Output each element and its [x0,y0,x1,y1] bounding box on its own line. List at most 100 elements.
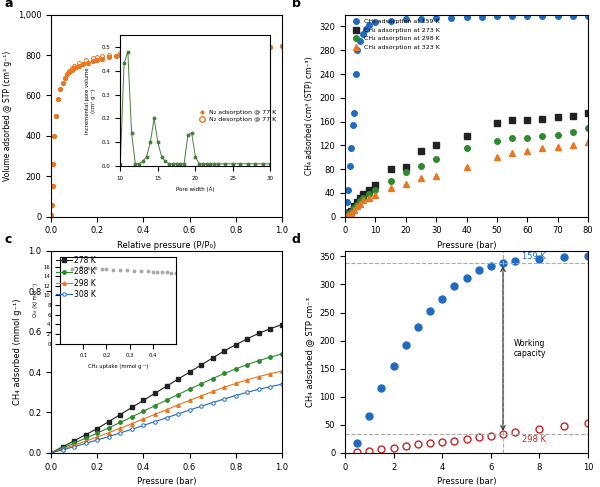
CH₄ adsorption at 159 K [350,110,358,115]
278 K [175,376,182,382]
Line: 278 K: 278 K [49,323,284,455]
308 K [59,447,66,453]
CH₄ adsorption at 159 K [418,16,425,22]
298 K [267,371,274,376]
298 K [94,434,101,440]
298 K [151,412,158,417]
CH₄ adsorption at 323 K [344,212,352,218]
Legend: CH₄ adsorption at 159 K, CH₄ adsorption at 273 K, CH₄ adsorption at 298 K, CH₄ a: CH₄ adsorption at 159 K, CH₄ adsorption … [348,18,441,51]
308 K [71,444,78,450]
298 K [197,393,205,399]
CH₄ adsorption at 273 K [344,211,352,217]
CH₄ adsorption at 273 K [356,195,364,201]
CH₄ adsorption at 159 K [344,199,351,205]
CH₄ adsorption at 298 K [524,135,531,141]
278 K [128,405,136,411]
CH₄ adsorption at 273 K [554,114,561,120]
Text: 298 K: 298 K [523,435,547,444]
CH₄ adsorption at 298 K [418,163,425,169]
278 K [47,450,55,456]
CH₄ adsorption at 159 K [508,14,515,19]
CH₄ adsorption at 298 K [356,198,364,204]
Text: d: d [292,233,301,246]
288 K [117,419,124,425]
288 K [140,409,147,414]
278 K [151,391,158,396]
CH₄ adsorption at 159 K [463,14,470,20]
308 K [197,403,205,409]
CH₄ adsorption at 323 K [493,154,500,160]
CH₄ adsorption at 298 K [359,195,367,201]
CH₄ adsorption at 159 K [554,14,561,19]
CH₄ adsorption at 159 K [343,213,350,219]
CH₄ adsorption at 323 K [366,195,373,201]
298 K [128,421,136,427]
278 K [278,321,286,327]
X-axis label: Pressure (bar): Pressure (bar) [437,241,496,250]
CH₄ adsorption at 298 K [344,211,352,217]
CH₄ adsorption at 159 K [448,15,455,20]
CH₄ adsorption at 273 K [524,117,531,123]
CH₄ adsorption at 323 K [433,173,440,179]
298 K [82,438,89,444]
CH₄ adsorption at 323 K [356,201,364,206]
Line: CH₄ adsorption at 298 K: CH₄ adsorption at 298 K [344,125,591,219]
CH₄ adsorption at 323 K [584,139,592,145]
CH₄ adsorption at 273 K [493,120,500,126]
CH₄ adsorption at 323 K [343,213,350,219]
298 K [47,450,55,456]
Y-axis label: CH₄ adsorbed @ STP cm⁻³: CH₄ adsorbed @ STP cm⁻³ [305,297,314,407]
288 K [209,375,216,381]
CH₄ adsorption at 323 K [359,197,367,203]
CH₄ adsorption at 323 K [402,181,409,187]
278 K [163,383,170,389]
CH₄ adsorption at 159 K [387,18,394,23]
CH₄ adsorption at 273 K [539,116,546,122]
CH₄ adsorption at 323 K [353,203,361,209]
298 K [232,380,239,386]
CH₄ adsorption at 273 K [418,149,425,154]
CH₄ adsorption at 298 K [569,129,577,134]
278 K [209,355,216,361]
278 K [267,326,274,332]
288 K [82,435,89,441]
Line: CH₄ adsorption at 273 K: CH₄ adsorption at 273 K [344,110,591,218]
288 K [71,440,78,446]
X-axis label: Pressure (bar): Pressure (bar) [137,477,196,486]
X-axis label: Pressure (bar): Pressure (bar) [437,477,496,486]
CH₄ adsorption at 159 K [356,38,364,44]
CH₄ adsorption at 298 K [402,169,409,175]
CH₄ adsorption at 159 K [359,31,367,37]
288 K [59,445,66,451]
CH₄ adsorption at 159 K [584,13,592,19]
298 K [59,446,66,452]
CH₄ adsorption at 323 K [554,144,561,150]
Line: 288 K: 288 K [49,352,284,455]
CH₄ adsorption at 298 K [350,206,358,211]
308 K [105,433,112,439]
CH₄ adsorption at 273 K [350,203,358,209]
CH₄ adsorption at 323 K [372,192,379,198]
308 K [221,396,228,402]
288 K [256,357,263,363]
308 K [267,384,274,390]
CH₄ adsorption at 159 K [366,22,373,28]
CH₄ adsorption at 159 K [346,163,353,169]
CH₄ adsorption at 273 K [366,187,373,193]
288 K [47,450,55,456]
278 K [105,419,112,425]
298 K [175,402,182,408]
278 K [221,348,228,354]
308 K [117,430,124,436]
298 K [256,374,263,379]
CH₄ adsorption at 323 K [387,185,394,191]
308 K [186,407,193,413]
278 K [232,342,239,348]
CH₄ adsorption at 298 K [353,202,361,208]
CH₄ adsorption at 273 K [402,164,409,169]
CH₄ adsorption at 273 K [359,191,367,197]
288 K [163,397,170,403]
CH₄ adsorption at 159 K [493,14,500,19]
278 K [59,444,66,450]
278 K [256,330,263,336]
